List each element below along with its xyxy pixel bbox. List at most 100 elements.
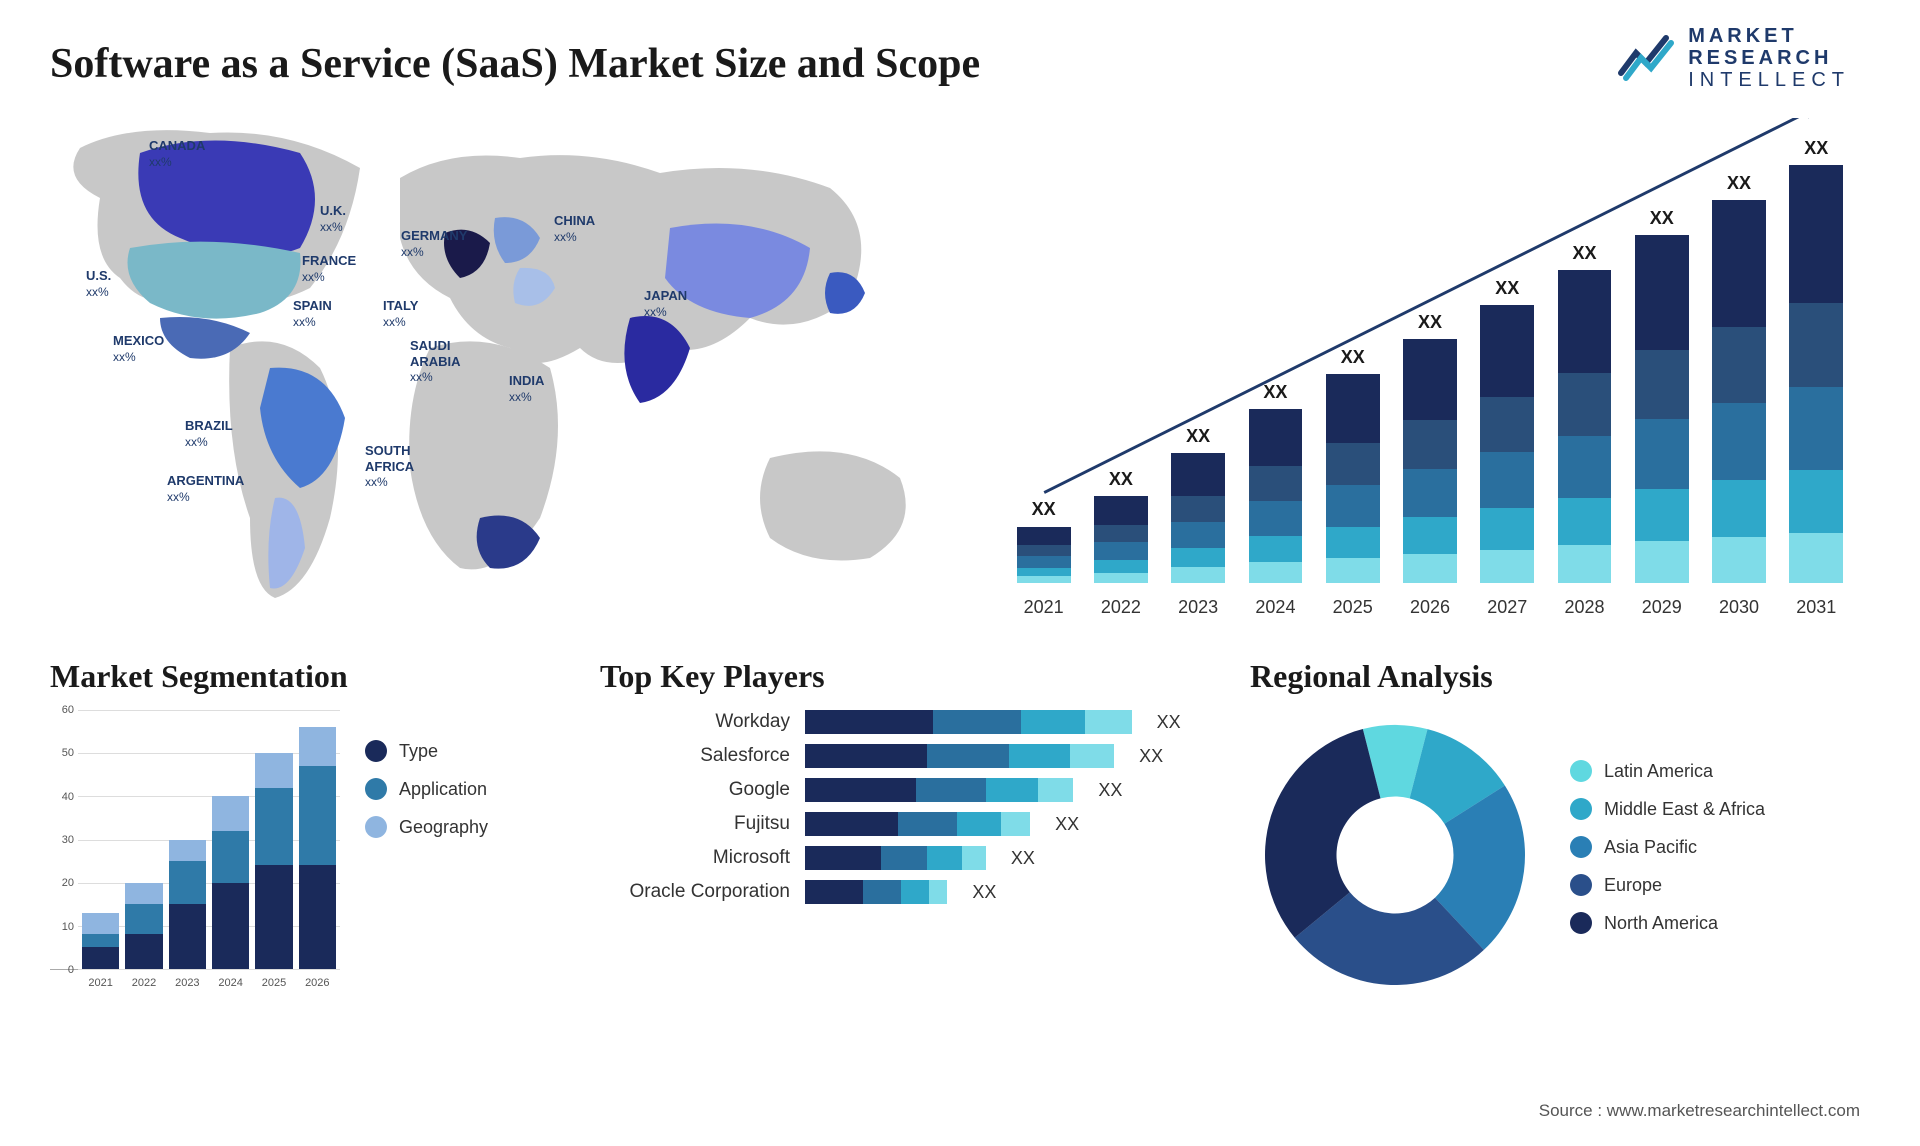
map-svg: [50, 118, 950, 618]
main-bar-value-2025: XX: [1319, 347, 1386, 368]
map-label-canada: CANADAxx%: [149, 138, 205, 169]
player-name: Workday: [600, 711, 790, 733]
seg-bar-2022: [125, 883, 162, 969]
main-bar-2029: XX: [1628, 235, 1695, 583]
main-bar-2021: XX: [1010, 526, 1077, 583]
main-xlabel-2029: 2029: [1628, 597, 1695, 618]
main-bar-value-2031: XX: [1783, 138, 1850, 159]
segmentation-chart: 202120222023202420252026 0102030405060: [50, 710, 340, 970]
main-xlabel-2024: 2024: [1242, 597, 1309, 618]
region-legend-middle-east-africa: Middle East & Africa: [1570, 798, 1870, 820]
player-row-microsoft: MicrosoftXX: [600, 846, 1220, 870]
segmentation-title: Market Segmentation: [50, 658, 570, 695]
seg-legend-geography: Geography: [365, 816, 570, 838]
player-name: Fujitsu: [600, 813, 790, 835]
regional-legend: Latin America Middle East & Africa Asia Pa…: [1570, 760, 1870, 950]
players-panel: Top Key Players WorkdayXXSalesforceXXGoo…: [600, 658, 1220, 1000]
source-line: Source : www.marketresearchintellect.com: [1539, 1101, 1860, 1121]
seg-ytick-50: 50: [50, 747, 74, 759]
map-label-south-africa: SOUTHAFRICAxx%: [365, 443, 414, 490]
main-bar-2026: XX: [1396, 339, 1463, 583]
seg-ytick-30: 30: [50, 834, 74, 846]
map-label-china: CHINAxx%: [554, 213, 595, 244]
map-label-saudi-arabia: SAUDIARABIAxx%: [410, 338, 461, 385]
logo-line3: INTELLECT: [1688, 69, 1850, 91]
seg-xlabel-2024: 2024: [212, 977, 249, 989]
player-row-salesforce: SalesforceXX: [600, 744, 1220, 768]
seg-ytick-40: 40: [50, 791, 74, 803]
seg-xlabel-2023: 2023: [169, 977, 206, 989]
player-value: XX: [1011, 848, 1035, 869]
main-xlabel-2025: 2025: [1319, 597, 1386, 618]
main-bar-value-2028: XX: [1551, 243, 1618, 264]
main-xlabel-2022: 2022: [1087, 597, 1154, 618]
player-bar: [805, 880, 947, 904]
player-bar: [805, 812, 1030, 836]
player-value: XX: [1098, 780, 1122, 801]
player-bar: [805, 710, 1132, 734]
player-row-fujitsu: Fujitsu XX: [600, 812, 1220, 836]
seg-bar-2025: [255, 753, 292, 969]
logo-line1: MARKET: [1688, 25, 1850, 47]
seg-ytick-10: 10: [50, 921, 74, 933]
map-label-u-s-: U.S.xx%: [86, 268, 111, 299]
player-value: XX: [972, 882, 996, 903]
main-bar-2024: XX: [1242, 409, 1309, 583]
region-legend-europe: Europe: [1570, 874, 1870, 896]
seg-bar-2024: [212, 796, 249, 969]
main-bar-2028: XX: [1551, 270, 1618, 583]
seg-bar-2023: [169, 840, 206, 970]
main-bar-value-2027: XX: [1474, 278, 1541, 299]
brand-logo: MARKET RESEARCH INTELLECT: [1616, 25, 1850, 91]
main-bar-chart: XXXXXXXXXXXXXXXXXXXXXX 20212022202320242…: [990, 118, 1870, 618]
seg-xlabel-2021: 2021: [82, 977, 119, 989]
main-bar-2031: XX: [1783, 165, 1850, 583]
map-label-argentina: ARGENTINAxx%: [167, 473, 244, 504]
seg-ytick-60: 60: [50, 704, 74, 716]
main-xlabel-2031: 2031: [1783, 597, 1850, 618]
main-bar-value-2024: XX: [1242, 382, 1309, 403]
segmentation-legend: Type Application Geography: [365, 710, 570, 970]
main-xlabel-2030: 2030: [1705, 597, 1772, 618]
main-xlabel-2023: 2023: [1165, 597, 1232, 618]
logo-icon: [1616, 28, 1676, 88]
main-bar-2030: XX: [1705, 200, 1772, 583]
map-label-france: FRANCExx%: [302, 253, 356, 284]
seg-ytick-20: 20: [50, 877, 74, 889]
map-label-japan: JAPANxx%: [644, 288, 687, 319]
players-title: Top Key Players: [600, 658, 1220, 695]
region-legend-latin-america: Latin America: [1570, 760, 1870, 782]
regional-title: Regional Analysis: [1250, 658, 1870, 695]
map-label-italy: ITALYxx%: [383, 298, 418, 329]
seg-xlabel-2025: 2025: [255, 977, 292, 989]
seg-legend-application: Application: [365, 778, 570, 800]
player-bar: [805, 778, 1073, 802]
player-value: XX: [1157, 712, 1181, 733]
map-label-brazil: BRAZILxx%: [185, 418, 233, 449]
main-bar-value-2026: XX: [1396, 312, 1463, 333]
player-bar: [805, 744, 1114, 768]
player-value: XX: [1055, 814, 1079, 835]
player-name: Salesforce: [600, 745, 790, 767]
seg-bar-2026: [299, 727, 336, 969]
player-bar: [805, 846, 986, 870]
main-bar-value-2030: XX: [1705, 173, 1772, 194]
region-legend-north-america: North America: [1570, 912, 1870, 934]
segmentation-panel: Market Segmentation 20212022202320242025…: [50, 658, 570, 1000]
page-title: Software as a Service (SaaS) Market Size…: [50, 40, 1870, 88]
main-bar-2027: XX: [1474, 305, 1541, 583]
player-row-google: Google XX: [600, 778, 1220, 802]
main-xlabel-2026: 2026: [1396, 597, 1463, 618]
players-chart: WorkdayXXSalesforceXXGoogleXXFujitsuXXMi…: [600, 710, 1220, 904]
map-label-india: INDIAxx%: [509, 373, 544, 404]
seg-xlabel-2026: 2026: [299, 977, 336, 989]
player-name: Google: [600, 779, 790, 801]
map-label-mexico: MEXICOxx%: [113, 333, 164, 364]
main-bar-value-2022: XX: [1087, 469, 1154, 490]
seg-bar-2021: [82, 913, 119, 969]
region-legend-asia-pacific: Asia Pacific: [1570, 836, 1870, 858]
main-bar-2025: XX: [1319, 374, 1386, 583]
main-xlabel-2028: 2028: [1551, 597, 1618, 618]
logo-line2: RESEARCH: [1688, 47, 1850, 69]
seg-legend-type: Type: [365, 740, 570, 762]
